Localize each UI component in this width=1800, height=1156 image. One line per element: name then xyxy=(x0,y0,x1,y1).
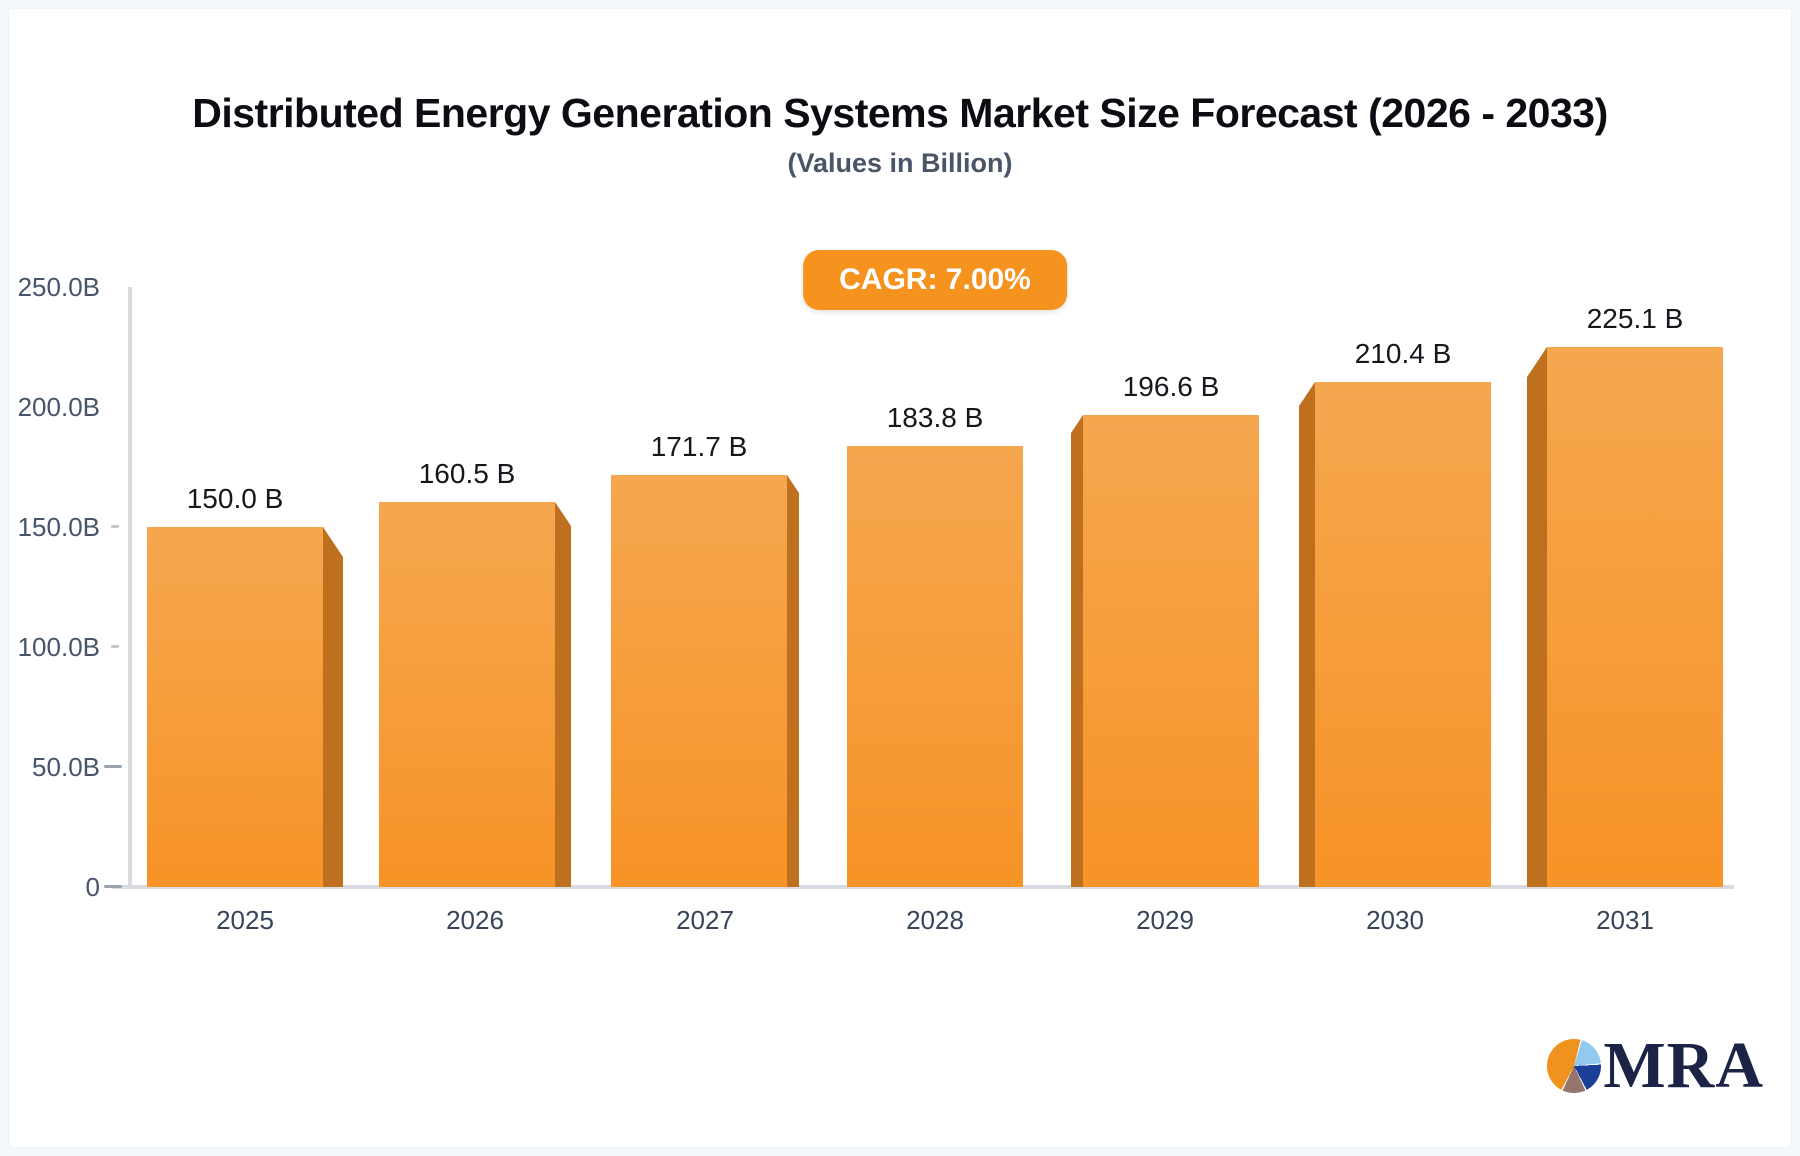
brand-logo-text: MRA xyxy=(1603,1029,1764,1102)
x-axis-label-2030: 2030 xyxy=(1366,905,1424,935)
bar-value-label: 225.1 B xyxy=(1586,303,1684,334)
bar-2028[interactable]: 183.8 B xyxy=(847,402,1023,887)
bar-side-3d xyxy=(1071,415,1083,887)
chart-title: Distributed Energy Generation Systems Ma… xyxy=(192,90,1608,136)
bar-value-label: 183.8 B xyxy=(886,402,984,433)
x-axis-label-2028: 2028 xyxy=(906,905,964,935)
bar-value-label: 160.5 B xyxy=(418,458,516,489)
bar-face xyxy=(1083,415,1259,887)
bar-side-3d xyxy=(555,502,571,887)
bar-2026[interactable]: 160.5 B xyxy=(379,458,571,887)
bar-2031[interactable]: 225.1 B xyxy=(1527,303,1723,887)
bar-value-label: 210.4 B xyxy=(1354,338,1452,369)
x-axis-label-2029: 2029 xyxy=(1136,905,1194,935)
y-tick-label-100: 100.0B xyxy=(17,632,100,662)
cagr-badge: CAGR: 7.00% xyxy=(803,250,1067,310)
chart-subtitle: (Values in Billion) xyxy=(787,148,1013,178)
pie-chart-logo-icon xyxy=(1547,1039,1602,1093)
brand-logo: MRA xyxy=(1547,1029,1764,1102)
x-axis-label-2031: 2031 xyxy=(1596,905,1654,935)
bar-face xyxy=(147,527,323,887)
bar-value-label: 171.7 B xyxy=(650,431,748,462)
bar-2027[interactable]: 171.7 B xyxy=(611,431,799,887)
y-tick-label-250: 250.0B xyxy=(17,272,100,302)
y-tick-label-50: 50.0B xyxy=(32,752,100,782)
bar-2030[interactable]: 210.4 B xyxy=(1299,338,1491,887)
x-axis-label-2025: 2025 xyxy=(216,905,274,935)
y-tick-mark xyxy=(104,765,122,768)
bar-side-3d xyxy=(1299,382,1315,887)
y-tick-label-150: 150.0B xyxy=(17,512,100,542)
bar-face xyxy=(1547,347,1723,887)
bar-face xyxy=(379,502,555,887)
bar-value-label: 150.0 B xyxy=(186,483,284,514)
bar-side-3d xyxy=(323,527,343,887)
bar-face xyxy=(847,446,1023,887)
bar-2029[interactable]: 196.6 B xyxy=(1071,371,1259,887)
bar-side-3d xyxy=(787,475,799,887)
y-tick-mark xyxy=(111,525,119,528)
x-axis-label-2026: 2026 xyxy=(446,905,504,935)
bar-side-3d xyxy=(1527,347,1547,887)
bar-value-label: 196.6 B xyxy=(1122,371,1220,402)
x-axis-baseline xyxy=(112,885,1734,889)
y-tick-label-200: 200.0B xyxy=(17,392,100,422)
y-tick-mark xyxy=(104,885,122,888)
y-tick-mark xyxy=(111,645,119,648)
bar-2025[interactable]: 150.0 B xyxy=(147,483,343,887)
y-axis-line xyxy=(128,287,132,888)
bar-face xyxy=(611,475,787,887)
y-tick-label-0: 0 xyxy=(85,872,100,902)
bar-face xyxy=(1315,382,1491,887)
x-axis-label-2027: 2027 xyxy=(676,905,734,935)
